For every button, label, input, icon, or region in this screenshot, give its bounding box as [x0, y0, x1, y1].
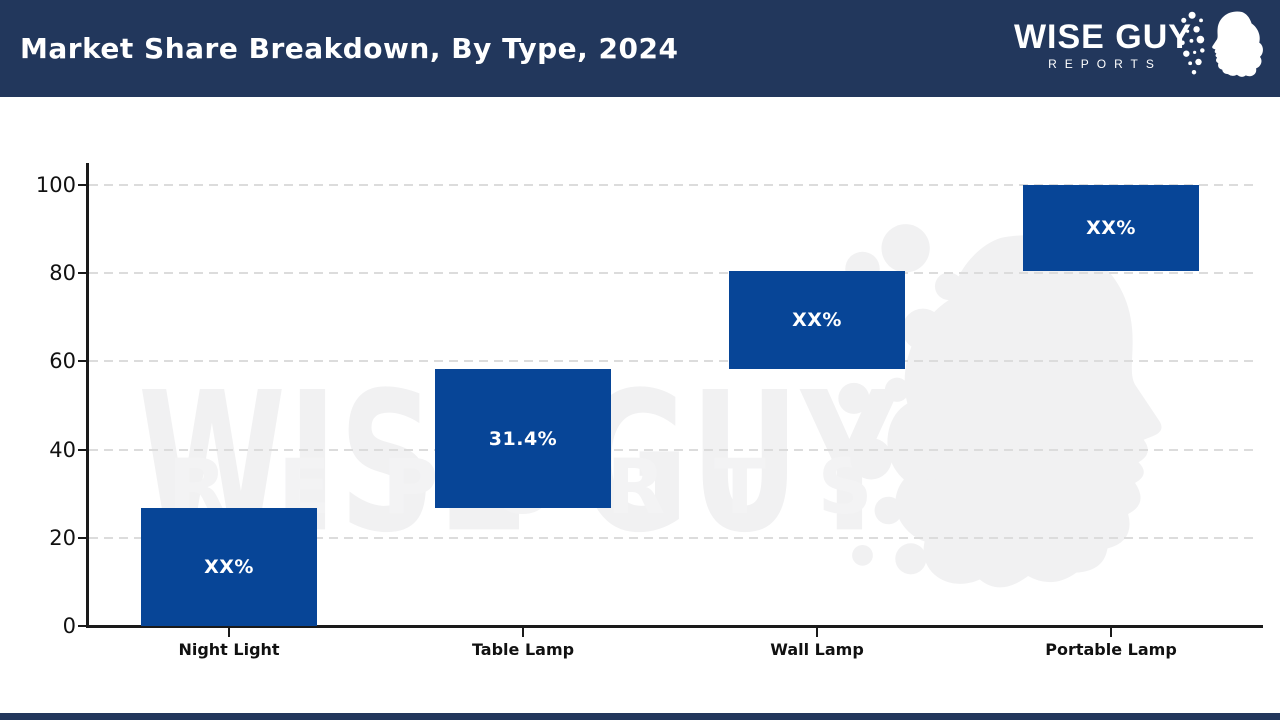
y-tick-0 — [78, 625, 87, 627]
logo-text: WISE GUY REPORTS — [1014, 20, 1192, 71]
y-tick-60 — [78, 360, 87, 363]
bar-value-label: XX% — [1086, 216, 1136, 239]
wise-guy-reports-logo: WISE GUY REPORTS — [1014, 6, 1274, 84]
logo-reports-text: REPORTS — [1048, 56, 1162, 71]
bar-portable-lamp: XX% — [1023, 185, 1199, 271]
bar-value-label: XX% — [204, 555, 254, 578]
x-category-label: Night Light — [178, 640, 280, 659]
gridline-y-20 — [89, 536, 1256, 539]
bar-value-label: XX% — [792, 308, 842, 331]
gridline-y-80 — [89, 272, 1256, 275]
y-axis-spine — [86, 163, 89, 627]
gridline-y-40 — [89, 448, 1256, 451]
y-tick-label-80: 80 — [49, 261, 76, 286]
bar-value-label: 31.4% — [488, 427, 558, 450]
footer-bar — [0, 713, 1280, 720]
y-tick-label-40: 40 — [49, 437, 76, 462]
gridline-y-100 — [89, 184, 1256, 186]
x-tick-1 — [522, 628, 524, 637]
x-tick-0 — [228, 628, 230, 637]
header-bar: Market Share Breakdown, By Type, 2024 WI… — [0, 0, 1280, 97]
y-tick-label-0: 0 — [62, 614, 76, 638]
y-tick-80 — [78, 272, 87, 275]
x-category-label: Portable Lamp — [1045, 640, 1177, 659]
x-tick-3 — [1110, 628, 1112, 637]
y-tick-label-60: 60 — [49, 349, 76, 374]
x-category-label: Table Lamp — [471, 640, 575, 659]
x-axis-spine — [86, 625, 1263, 628]
x-tick-2 — [816, 628, 818, 637]
y-tick-label-100: 100 — [35, 173, 76, 197]
page-title: Market Share Breakdown, By Type, 2024 — [20, 32, 679, 65]
y-tick-20 — [78, 536, 87, 539]
logo-head-icon — [1180, 11, 1263, 77]
bar-table-lamp: 31.4% — [435, 369, 611, 508]
logo-wordmark: WISE GUY — [1013, 17, 1192, 56]
x-category-label: Wall Lamp — [770, 640, 864, 659]
y-tick-100 — [78, 184, 87, 186]
gridline-y-60 — [89, 360, 1256, 363]
bar-night-light: XX% — [141, 507, 317, 626]
y-tick-40 — [78, 448, 87, 451]
bar-wall-lamp: XX% — [729, 270, 905, 370]
y-tick-label-20: 20 — [49, 525, 76, 550]
